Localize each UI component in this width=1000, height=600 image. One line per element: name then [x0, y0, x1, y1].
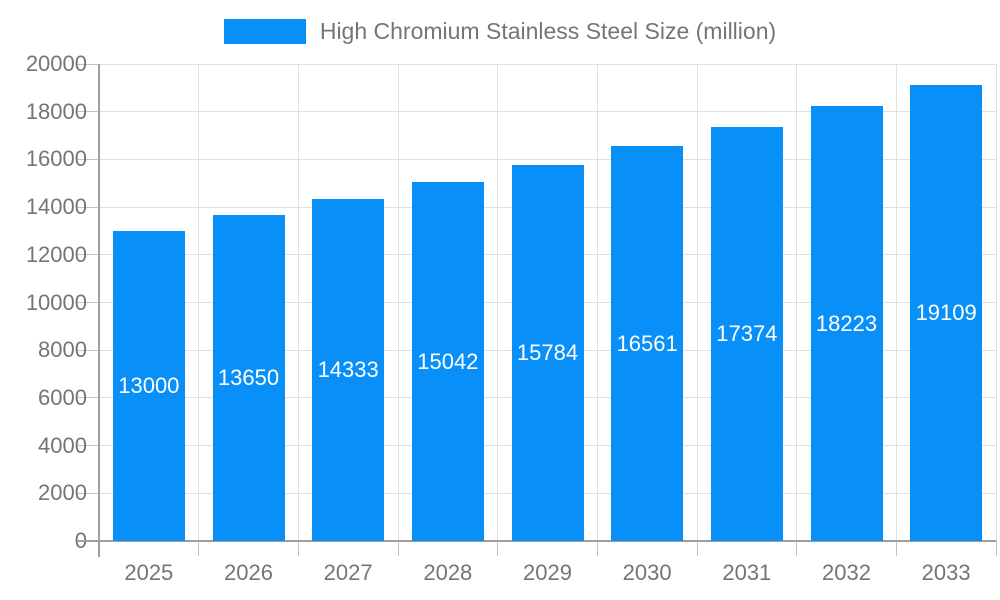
v-gridline [895, 64, 897, 541]
y-tick-label: 14000 [25, 194, 87, 220]
bar[interactable] [511, 164, 584, 541]
y-tick-label: 2000 [38, 480, 87, 506]
bar[interactable] [411, 182, 484, 541]
bar-value-label: 19109 [915, 300, 977, 326]
y-axis-tick [77, 302, 99, 303]
bar[interactable] [312, 199, 385, 541]
y-axis-tick [77, 349, 99, 351]
v-gridline [497, 64, 499, 541]
bar-value-label: 17374 [716, 320, 778, 346]
y-tick-label: 4000 [38, 432, 87, 458]
v-gridline [297, 64, 299, 541]
x-tick-label: 2030 [622, 560, 672, 585]
x-axis-tick [596, 541, 598, 556]
x-tick-label: 2028 [423, 560, 473, 585]
legend-swatch [223, 18, 306, 44]
y-axis-tick [77, 445, 99, 447]
bar-value-label: 13650 [217, 365, 280, 391]
bar[interactable] [112, 230, 185, 541]
bar[interactable] [212, 215, 285, 541]
x-tick-label: 2027 [323, 560, 373, 585]
bar-value-label: 16561 [616, 330, 678, 356]
y-axis-tick [77, 492, 99, 494]
y-tick-label: 20000 [25, 51, 87, 76]
legend-label: High Chromium Stainless Steel Size (mill… [319, 18, 777, 44]
v-gridline [995, 64, 997, 541]
y-axis-tick [77, 206, 99, 208]
legend[interactable]: High Chromium Stainless Steel Size (mill… [0, 17, 1000, 45]
v-gridline [397, 64, 399, 541]
bar[interactable] [710, 126, 783, 541]
bar-value-label: 15784 [516, 339, 579, 365]
x-tick-label: 2029 [523, 560, 572, 585]
y-axis-tick [77, 158, 99, 160]
bar-value-label: 15042 [417, 348, 479, 374]
y-axis-tick [77, 397, 99, 399]
x-axis-tick [198, 541, 200, 556]
bar-value-label: 13000 [118, 372, 180, 398]
v-gridline [696, 64, 698, 541]
y-tick-label: 6000 [38, 384, 87, 410]
x-axis-tick [796, 541, 798, 556]
x-axis-tick [497, 541, 499, 556]
bar[interactable] [810, 106, 883, 541]
x-tick-label: 2031 [722, 560, 772, 585]
y-axis-tick [77, 63, 99, 65]
h-gridline [99, 158, 996, 160]
y-axis-line [98, 64, 100, 557]
bar[interactable] [910, 85, 983, 541]
x-tick-label: 2026 [224, 560, 273, 585]
y-tick-label: 10000 [25, 289, 87, 315]
v-gridline [796, 64, 798, 541]
x-axis-tick [895, 541, 897, 556]
v-gridline [198, 64, 200, 541]
x-axis-line [77, 540, 996, 542]
v-gridline [596, 64, 598, 541]
x-tick-label: 2033 [921, 560, 971, 585]
bar-value-label: 18223 [815, 310, 878, 336]
y-tick-label: 18000 [25, 98, 87, 124]
bar-value-label: 14333 [317, 357, 379, 383]
h-gridline [99, 111, 996, 113]
y-tick-label: 8000 [38, 337, 87, 363]
y-axis-tick [77, 254, 99, 256]
y-axis-tick [77, 111, 99, 113]
bar[interactable] [611, 146, 684, 541]
h-gridline [99, 63, 996, 65]
x-tick-label: 2025 [124, 560, 174, 585]
x-axis-tick [397, 541, 399, 556]
y-tick-label: 16000 [25, 146, 87, 172]
y-tick-label: 12000 [25, 241, 87, 267]
x-axis-tick [696, 541, 698, 556]
x-axis-tick [995, 541, 997, 556]
x-tick-label: 2032 [822, 560, 871, 585]
x-axis-tick [297, 541, 299, 556]
